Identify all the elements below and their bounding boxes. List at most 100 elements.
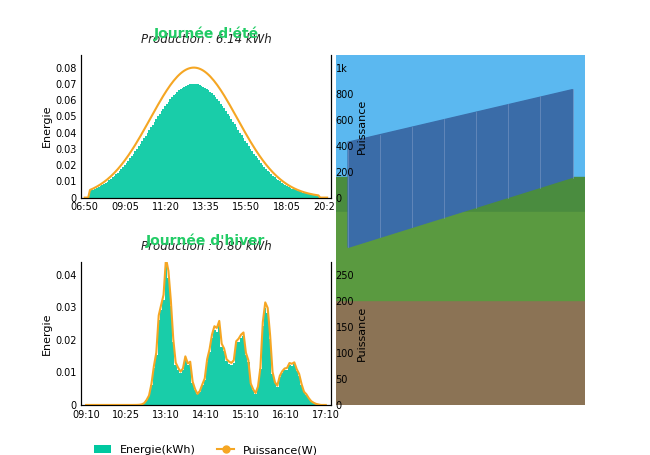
Bar xyxy=(274,383,276,405)
Bar xyxy=(176,92,178,197)
Bar xyxy=(199,85,201,197)
Bar xyxy=(138,146,140,197)
Bar xyxy=(201,385,203,405)
Bar xyxy=(194,390,196,405)
Bar xyxy=(110,179,112,197)
Bar xyxy=(258,161,260,197)
Bar xyxy=(152,125,153,197)
Bar xyxy=(119,171,120,197)
Bar xyxy=(300,192,302,197)
Bar xyxy=(196,84,197,197)
Bar xyxy=(278,180,280,197)
Bar xyxy=(290,188,291,197)
Bar xyxy=(265,169,267,197)
Bar xyxy=(224,108,225,197)
Bar xyxy=(167,278,170,405)
Bar xyxy=(150,127,152,197)
Bar xyxy=(335,230,585,405)
Bar xyxy=(266,313,269,405)
Bar xyxy=(279,377,281,405)
Bar xyxy=(270,174,272,197)
Bar xyxy=(92,190,94,197)
Bar xyxy=(145,136,147,197)
Bar xyxy=(267,171,268,197)
Bar xyxy=(283,184,285,197)
Bar xyxy=(262,326,264,405)
Bar xyxy=(169,99,171,197)
Bar xyxy=(268,172,270,197)
Bar xyxy=(254,394,257,405)
Bar xyxy=(91,190,92,197)
Bar xyxy=(286,186,288,197)
Bar xyxy=(222,106,224,197)
Bar xyxy=(160,310,162,405)
Bar xyxy=(248,146,250,197)
Title: Journée d'été: Journée d'été xyxy=(153,26,259,41)
Bar xyxy=(202,86,204,197)
Bar xyxy=(335,212,585,300)
Bar xyxy=(182,370,184,405)
Bar xyxy=(288,187,290,197)
Bar xyxy=(143,138,145,197)
Bar xyxy=(283,370,286,405)
Bar xyxy=(281,373,283,405)
Title: Journée d'hiver: Journée d'hiver xyxy=(146,234,266,248)
Bar xyxy=(286,370,288,405)
Bar xyxy=(94,189,96,197)
Bar xyxy=(250,148,252,197)
Bar xyxy=(98,187,99,197)
Bar xyxy=(291,189,293,197)
Bar xyxy=(240,338,242,405)
Bar xyxy=(162,109,164,197)
Bar xyxy=(183,86,185,197)
Bar xyxy=(316,196,318,197)
Bar xyxy=(101,185,103,197)
Bar xyxy=(242,336,244,405)
Bar xyxy=(264,308,266,405)
Bar xyxy=(229,116,230,197)
Bar xyxy=(252,390,254,405)
Bar xyxy=(129,158,131,197)
Bar xyxy=(173,96,175,197)
Bar xyxy=(127,161,129,197)
Bar xyxy=(307,399,310,405)
Bar xyxy=(171,97,173,197)
Bar xyxy=(148,396,150,405)
Bar xyxy=(335,177,585,248)
Bar xyxy=(206,362,209,405)
Bar xyxy=(335,55,585,212)
Bar xyxy=(235,127,237,197)
Bar xyxy=(225,111,227,197)
Bar xyxy=(285,185,286,197)
Bar xyxy=(311,195,312,197)
Bar xyxy=(143,403,146,405)
Bar xyxy=(315,404,317,405)
Bar xyxy=(140,404,143,405)
Bar xyxy=(89,191,91,197)
Bar xyxy=(112,177,114,197)
Bar xyxy=(244,355,247,405)
Bar xyxy=(177,369,179,405)
Bar xyxy=(314,195,316,197)
Bar xyxy=(269,339,271,405)
Bar xyxy=(304,193,306,197)
Bar xyxy=(192,84,194,197)
Bar xyxy=(166,104,168,197)
Bar xyxy=(306,395,307,405)
Bar xyxy=(178,90,180,197)
Bar xyxy=(209,352,211,405)
Bar xyxy=(220,104,222,197)
Bar xyxy=(250,384,252,405)
Bar xyxy=(233,363,235,405)
Bar xyxy=(153,122,155,197)
Bar xyxy=(172,342,174,405)
Bar xyxy=(140,144,142,197)
Bar xyxy=(155,119,157,197)
Bar xyxy=(234,124,235,197)
Bar xyxy=(253,153,255,197)
Bar xyxy=(298,375,300,405)
Bar xyxy=(164,106,166,197)
Bar xyxy=(226,361,227,405)
Bar xyxy=(155,355,157,405)
Bar xyxy=(239,132,240,197)
